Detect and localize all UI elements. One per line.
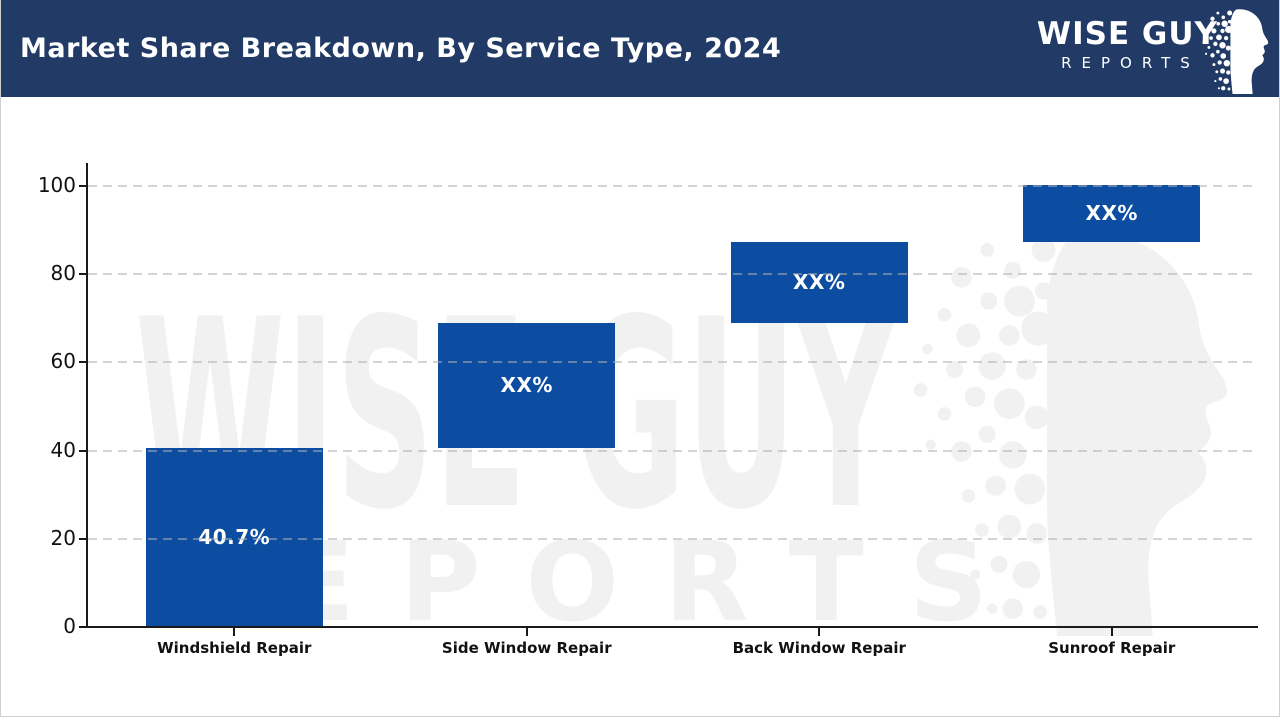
logo-text: WISE GUY REPORTS xyxy=(1037,18,1218,72)
watermark-head-icon xyxy=(892,226,1236,636)
y-tick-label: 100 xyxy=(37,173,76,197)
y-tick-label: 0 xyxy=(63,614,76,638)
category-label: Back Window Repair xyxy=(732,639,906,657)
x-axis-tick xyxy=(233,628,236,636)
category-label: Side Window Repair xyxy=(441,639,612,657)
y-tick-label: 60 xyxy=(50,349,76,374)
x-axis-tick xyxy=(525,628,528,636)
y-axis-tick xyxy=(79,537,87,540)
category-label: Sunroof Repair xyxy=(1048,639,1176,657)
waterfall-bar-3: XX% xyxy=(730,242,908,323)
x-axis-tick xyxy=(1110,628,1113,636)
y-tick-label: 40 xyxy=(50,437,76,462)
y-tick-label: 80 xyxy=(50,261,76,286)
gridline xyxy=(88,185,1253,187)
x-axis-line xyxy=(86,626,1258,628)
waterfall-bar-4: XX% xyxy=(1023,184,1201,242)
bar-value-label: XX% xyxy=(500,373,553,398)
y-axis-tick xyxy=(79,449,87,452)
waterfall-bar-2: XX% xyxy=(438,322,616,448)
y-tick-label: 20 xyxy=(50,525,76,550)
y-axis-tick xyxy=(79,626,87,628)
header: Market Share Breakdown, By Service Type,… xyxy=(0,0,1280,97)
y-axis-tick xyxy=(79,361,87,364)
y-axis-tick xyxy=(79,185,87,187)
bar-value-label: XX% xyxy=(1085,201,1138,226)
x-axis-tick xyxy=(818,628,821,636)
bar-value-label: 40.7% xyxy=(198,525,271,550)
logo-reports-label: REPORTS xyxy=(1061,53,1200,72)
gridline xyxy=(88,449,1253,452)
wiseguy-logo: WISE GUY REPORTS xyxy=(1020,4,1270,94)
gridline xyxy=(88,273,1253,276)
gridline xyxy=(88,537,1253,540)
gridline xyxy=(88,361,1253,364)
wiseguy-head-icon xyxy=(1198,8,1270,94)
logo-wordmark: WISE GUY xyxy=(1036,16,1218,52)
waterfall-bar-1: 40.7% xyxy=(145,447,323,627)
category-label: Windshield Repair xyxy=(157,639,312,657)
page-title: Market Share Breakdown, By Service Type,… xyxy=(20,33,782,64)
y-axis-line xyxy=(86,163,88,628)
y-axis-tick xyxy=(79,273,87,276)
